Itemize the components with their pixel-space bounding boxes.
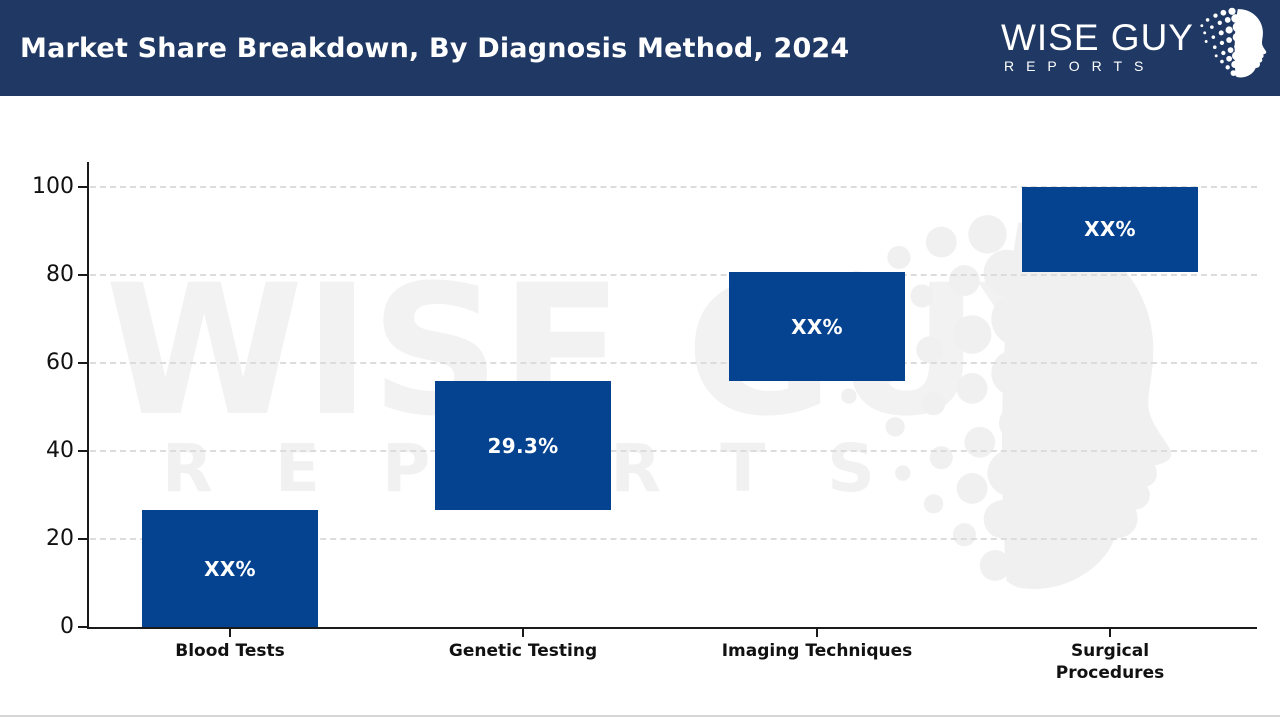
y-tick-mark-40 — [78, 450, 87, 452]
wiseguy-logo: WISE GUY REPORTS — [1001, 7, 1268, 86]
y-tick-mark-80 — [78, 274, 87, 276]
x-tick-label-line: Surgical — [1070, 641, 1150, 661]
bar-surgical-procedures: XX% — [1022, 187, 1198, 272]
x-tick-mark-genetic-testing — [522, 629, 524, 637]
logo-wordmark: WISE GUY — [1000, 16, 1194, 58]
y-tick-label-20: 20 — [46, 526, 74, 551]
x-tick-label-line: Procedures — [1055, 663, 1165, 684]
y-tick-mark-60 — [78, 362, 87, 364]
gridline-60 — [90, 362, 1257, 364]
y-tick-mark-20 — [78, 538, 87, 540]
x-axis-line — [87, 627, 1257, 629]
header: Market Share Breakdown, By Diagnosis Met… — [0, 0, 1280, 96]
logo-face-icon — [1200, 7, 1267, 78]
bar-label-surgical-procedures: XX% — [1084, 217, 1136, 242]
bar-genetic-testing: 29.3% — [435, 381, 611, 511]
y-tick-label-100: 100 — [32, 174, 74, 199]
x-tick-label-line: Genetic Testing — [448, 641, 598, 661]
bar-label-genetic-testing: 29.3% — [487, 433, 559, 458]
bar-imaging-techniques: XX% — [729, 271, 905, 382]
x-tick-label-line: Blood Tests — [175, 641, 285, 661]
y-tick-mark-100 — [78, 186, 87, 188]
x-tick-label-line: Imaging Techniques — [721, 641, 913, 661]
gridline-20 — [90, 538, 1257, 540]
gridline-100 — [90, 186, 1257, 188]
page-title: Market Share Breakdown, By Diagnosis Met… — [20, 32, 850, 64]
logo-subtitle: REPORTS — [1003, 58, 1156, 75]
gridline-80 — [90, 274, 1257, 276]
x-tick-label-surgical-procedures: Surgical Procedures — [995, 640, 1225, 684]
x-tick-mark-surgical-procedures — [1109, 629, 1111, 637]
x-tick-label-blood-tests: Blood Tests — [115, 640, 345, 662]
y-tick-mark-0 — [78, 626, 87, 628]
x-tick-mark-imaging-techniques — [816, 629, 818, 637]
bottom-divider — [0, 715, 1280, 717]
bar-blood-tests: XX% — [142, 510, 318, 627]
gridline-40 — [90, 450, 1257, 452]
bar-label-blood-tests: XX% — [204, 556, 256, 581]
x-tick-label-genetic-testing: Genetic Testing — [408, 640, 638, 662]
x-tick-mark-blood-tests — [229, 629, 231, 637]
y-tick-label-80: 80 — [46, 262, 74, 287]
logo-text: WISE GUY REPORTS — [1000, 16, 1194, 75]
bar-label-imaging-techniques: XX% — [791, 314, 843, 339]
y-tick-label-40: 40 — [46, 438, 74, 463]
x-tick-label-imaging-techniques: Imaging Techniques — [702, 640, 932, 662]
y-tick-label-0: 0 — [60, 614, 74, 639]
y-axis-line — [87, 162, 89, 629]
y-tick-label-60: 60 — [46, 350, 74, 375]
